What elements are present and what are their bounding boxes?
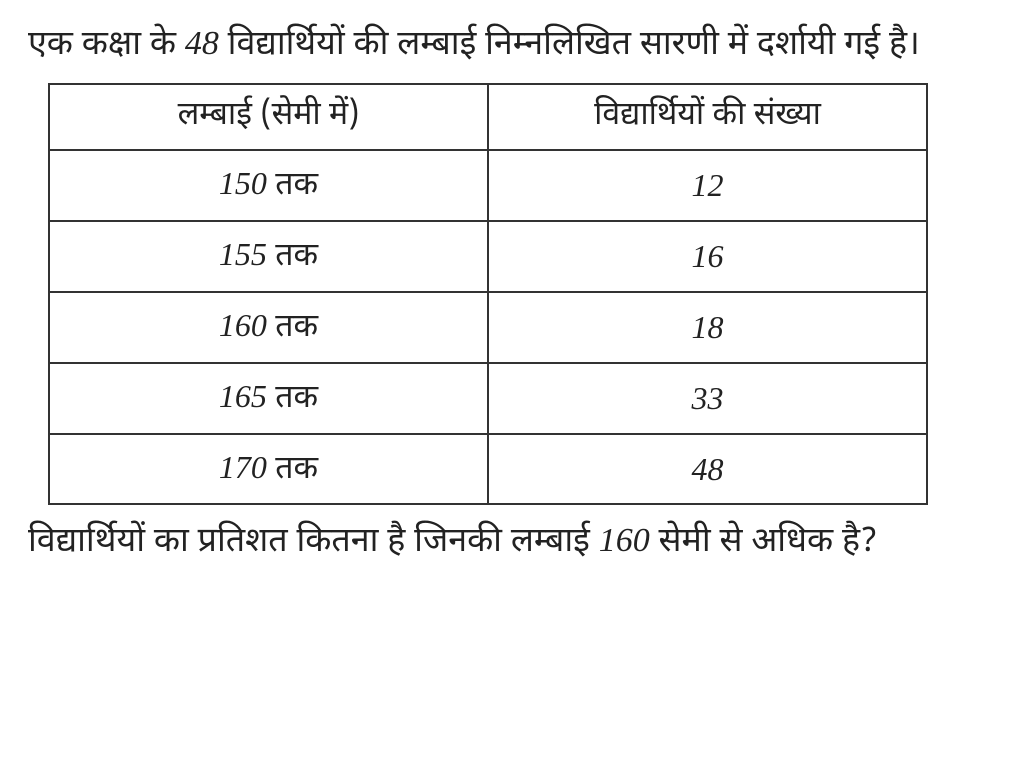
intro-paragraph: एक कक्षा के 48 विद्यार्थियों की लम्बाई न… xyxy=(28,18,996,73)
table-cell-label: 160 तक xyxy=(49,292,488,363)
intro-number: 48 xyxy=(185,25,219,62)
row-num: 150 xyxy=(219,165,267,201)
table-header-height: लम्बाई (सेमी में) xyxy=(49,84,488,151)
table-cell-value: 16 xyxy=(488,221,927,292)
question-page: एक कक्षा के 48 विद्यार्थियों की लम्बाई न… xyxy=(0,0,1024,588)
table-header-students: विद्यार्थियों की संख्या xyxy=(488,84,927,151)
outro-number: 160 xyxy=(599,522,650,559)
intro-before-num: एक कक्षा के xyxy=(28,24,185,68)
table-row: 165 तक 33 xyxy=(49,363,927,434)
outro-before-num: विद्यार्थियों का प्रतिशत कितना है जिनकी … xyxy=(28,521,599,565)
row-rest: तक xyxy=(267,237,318,279)
height-table: लम्बाई (सेमी में) विद्यार्थियों की संख्य… xyxy=(48,83,928,506)
row-rest: तक xyxy=(267,379,318,421)
row-num: 160 xyxy=(219,307,267,343)
row-rest: तक xyxy=(267,450,318,492)
table-cell-label: 165 तक xyxy=(49,363,488,434)
row-num: 155 xyxy=(219,236,267,272)
table-row: 160 तक 18 xyxy=(49,292,927,363)
table-cell-label: 150 तक xyxy=(49,150,488,221)
table-row: 150 तक 12 xyxy=(49,150,927,221)
row-num: 170 xyxy=(219,449,267,485)
table-row: 155 तक 16 xyxy=(49,221,927,292)
table-cell-label: 170 तक xyxy=(49,434,488,505)
outro-after-num: सेमी से अधिक है? xyxy=(650,521,878,565)
row-rest: तक xyxy=(267,308,318,350)
table-cell-label: 155 तक xyxy=(49,221,488,292)
intro-after-num: विद्यार्थियों की लम्बाई निम्नलिखित सारणी… xyxy=(219,24,920,68)
row-rest: तक xyxy=(267,166,318,208)
table-cell-value: 33 xyxy=(488,363,927,434)
outro-question: विद्यार्थियों का प्रतिशत कितना है जिनकी … xyxy=(28,515,996,570)
table-row: 170 तक 48 xyxy=(49,434,927,505)
row-num: 165 xyxy=(219,378,267,414)
table-cell-value: 12 xyxy=(488,150,927,221)
table-header-row: लम्बाई (सेमी में) विद्यार्थियों की संख्य… xyxy=(49,84,927,151)
table-cell-value: 18 xyxy=(488,292,927,363)
table-cell-value: 48 xyxy=(488,434,927,505)
